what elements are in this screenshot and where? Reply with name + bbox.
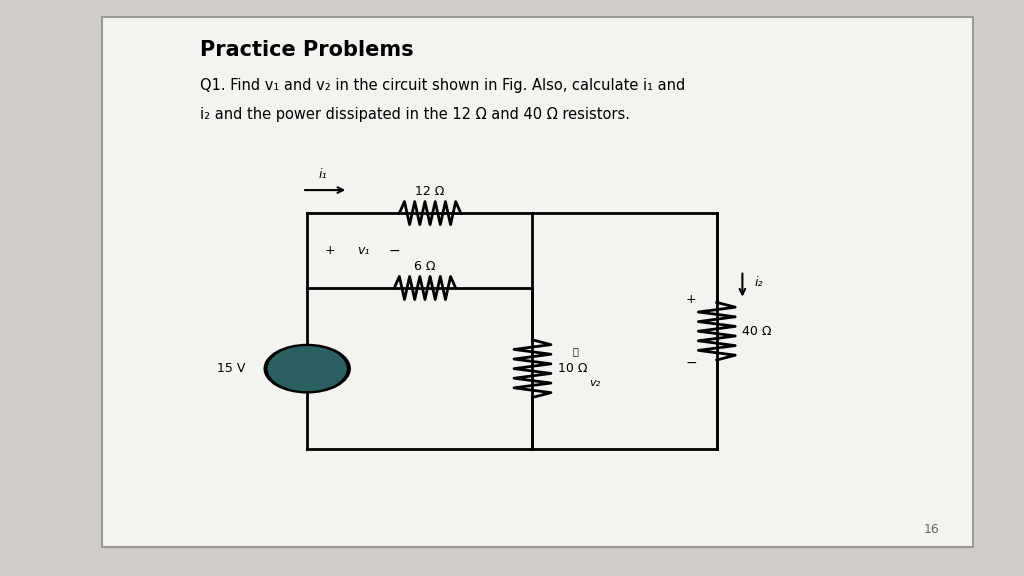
Text: 6 Ω: 6 Ω: [415, 260, 435, 273]
Text: −: −: [388, 244, 400, 257]
Text: +: +: [325, 244, 335, 257]
Text: ⮞: ⮞: [572, 346, 579, 357]
Text: 10 Ω: 10 Ω: [558, 362, 588, 375]
FancyBboxPatch shape: [102, 17, 973, 547]
Text: 40 Ω: 40 Ω: [742, 325, 772, 338]
Text: 15 V: 15 V: [217, 362, 246, 375]
Text: −: −: [685, 356, 697, 370]
Text: v₂: v₂: [589, 378, 600, 388]
Text: i₁: i₁: [318, 168, 327, 181]
Text: +: +: [686, 293, 696, 306]
Text: i₂ and the power dissipated in the 12 Ω and 40 Ω resistors.: i₂ and the power dissipated in the 12 Ω …: [200, 107, 630, 122]
Text: i₂: i₂: [755, 276, 763, 289]
Text: 16: 16: [924, 524, 940, 536]
Text: Practice Problems: Practice Problems: [200, 40, 414, 60]
Text: Q1. Find v₁ and v₂ in the circuit shown in Fig. Also, calculate i₁ and: Q1. Find v₁ and v₂ in the circuit shown …: [200, 78, 685, 93]
Circle shape: [268, 347, 346, 391]
Text: v₁: v₁: [357, 244, 370, 257]
Circle shape: [264, 344, 350, 393]
Text: 12 Ω: 12 Ω: [416, 185, 444, 198]
